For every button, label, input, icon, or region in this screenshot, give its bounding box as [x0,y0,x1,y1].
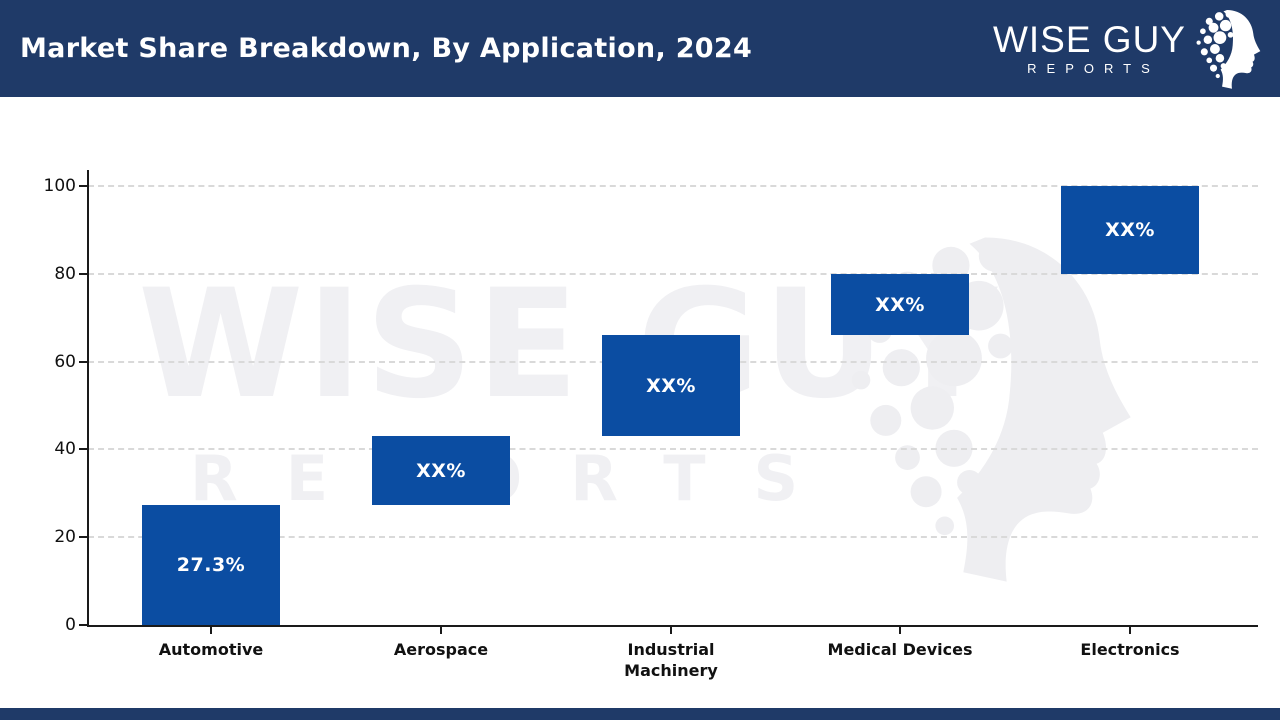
x-axis-label: Automotive [158,640,264,659]
gridline-40 [88,448,1258,451]
y-tick-label: 60 [54,351,76,372]
x-axis-label: Medical Devices [827,640,973,659]
x-tick-mark [210,627,212,634]
gridline-100 [88,185,1258,187]
y-tick-mark [79,624,87,626]
x-axis [87,625,1258,627]
y-tick-label: 20 [54,527,76,548]
y-axis [87,170,89,627]
y-tick-mark [79,448,87,451]
dotted-head-icon [1196,9,1261,89]
logo-subtext: REPORTS [1027,61,1160,76]
bar-electronics: XX% [1061,186,1199,274]
x-tick-mark [440,627,442,634]
y-tick-label: 0 [65,615,76,635]
watermark-subtext: REPORTS [190,442,847,515]
x-tick-mark [670,627,672,634]
y-tick-mark [79,536,87,539]
page-title: Market Share Breakdown, By Application, … [20,33,753,64]
wiseguy-logo-text: WISE GUY REPORTS [993,21,1186,76]
bar-value-label: XX% [1105,218,1155,241]
logo-wordmark: WISE GUY [992,19,1186,60]
x-axis-label: Electronics [1080,640,1180,659]
y-tick-mark [79,185,87,187]
y-tick-label: 80 [54,263,76,284]
x-axis-label: Industrial Machinery [624,640,718,680]
report-header: Market Share Breakdown, By Application, … [0,0,1280,97]
y-tick-mark [79,360,87,363]
wiseguy-logo: WISE GUY REPORTS [993,5,1266,93]
bar-medical-devices: XX% [831,273,969,336]
bar-value-label: XX% [646,374,696,397]
bar-value-label: XX% [416,459,466,482]
y-tick-label: 100 [43,176,76,196]
y-tick-label: 40 [54,439,76,460]
y-tick-mark [79,272,87,275]
bar-automotive: 27.3% [142,505,280,625]
gridline-20 [88,536,1258,539]
bar-aerospace: XX% [372,436,510,506]
watermark-head-icon [851,237,1131,582]
bar-value-label: XX% [875,293,925,316]
x-tick-mark [899,627,901,634]
x-tick-mark [1129,627,1131,634]
gridline-80 [88,272,1258,275]
footer-bar [0,708,1280,720]
bar-industrial-machinery: XX% [602,335,740,437]
x-axis-label: Aerospace [393,640,489,659]
bar-value-label: 27.3% [176,554,246,577]
